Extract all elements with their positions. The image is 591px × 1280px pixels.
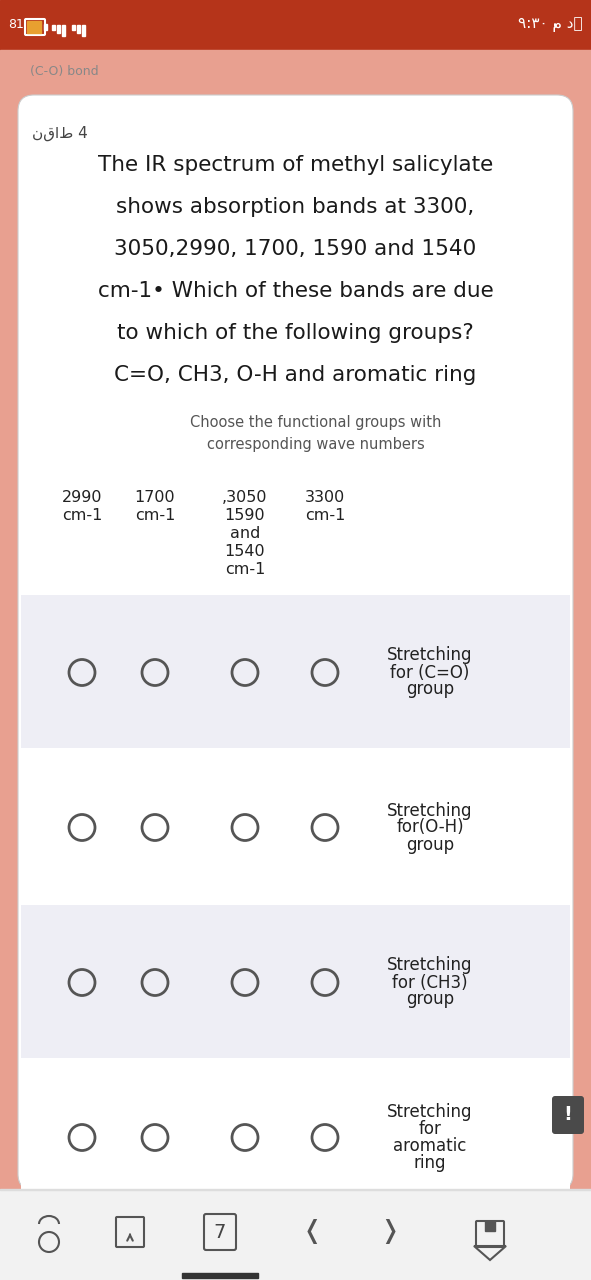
Bar [182,1274,258,1277]
Text: cm-1: cm-1 [225,562,265,577]
Text: cm-1: cm-1 [135,508,175,524]
Text: ❬: ❬ [301,1220,323,1244]
Text: (C-O) bond: (C-O) bond [30,65,99,78]
Text: ,3050: ,3050 [222,490,268,506]
Bar [77,26,80,33]
Text: 3050,2990, 1700, 1590 and 1540: 3050,2990, 1700, 1590 and 1540 [115,239,476,259]
Text: group: group [406,991,454,1009]
Text: group: group [406,681,454,699]
Text: group: group [406,836,454,854]
Bar [52,26,55,29]
Bar [21,750,570,902]
Bar [21,905,570,1059]
Bar [44,24,47,29]
Text: !: ! [564,1106,573,1125]
Text: ring: ring [414,1155,446,1172]
Text: Choose the functional groups with: Choose the functional groups with [190,415,441,430]
Text: 2990: 2990 [61,490,102,506]
Text: for (C=O): for (C=O) [390,663,470,681]
FancyBboxPatch shape [552,1096,584,1134]
Text: Stretching: Stretching [387,801,473,819]
Text: 1700: 1700 [135,490,176,506]
Bar [57,26,60,33]
Text: ❭: ❭ [379,1220,401,1244]
Bar [21,595,570,748]
Text: cm-1: cm-1 [305,508,345,524]
Text: Stretching: Stretching [387,1103,473,1121]
Text: 1590: 1590 [225,508,265,524]
Text: 7: 7 [214,1222,226,1242]
FancyBboxPatch shape [18,95,573,1190]
Text: cm-1• Which of these bands are due: cm-1• Which of these bands are due [98,282,493,301]
Bar [21,1060,570,1213]
Text: 1540: 1540 [225,544,265,559]
Text: aromatic: aromatic [394,1137,467,1155]
Text: 3300: 3300 [305,490,345,506]
Text: C=O, CH3, O-H and aromatic ring: C=O, CH3, O-H and aromatic ring [114,365,477,385]
Text: and: and [230,526,260,541]
Text: to which of the following groups?: to which of the following groups? [117,323,474,343]
Bar [27,20,41,33]
Bar [82,26,85,36]
Text: The IR spectrum of methyl salicylate: The IR spectrum of methyl salicylate [98,155,493,175]
Text: shows absorption bands at 3300,: shows absorption bands at 3300, [116,197,475,218]
Bar [72,26,75,29]
Text: ۹:۳۰ م دے: ۹:۳۰ م دے [518,18,583,32]
Text: corresponding wave numbers: corresponding wave numbers [207,436,424,452]
Text: 81: 81 [8,18,24,32]
Text: Stretching: Stretching [387,646,473,664]
Text: for (CH3): for (CH3) [392,974,468,992]
Bar [62,26,65,36]
Text: for: for [418,1120,441,1138]
Text: cm-1: cm-1 [62,508,102,524]
Bar [0,0,591,50]
Text: نقاط 4: نقاط 4 [32,125,87,141]
Text: for(O-H): for(O-H) [396,818,464,837]
FancyArrowPatch shape [554,24,556,26]
Bar [0,1190,591,1280]
Text: Stretching: Stretching [387,956,473,974]
Bar [485,1221,495,1231]
